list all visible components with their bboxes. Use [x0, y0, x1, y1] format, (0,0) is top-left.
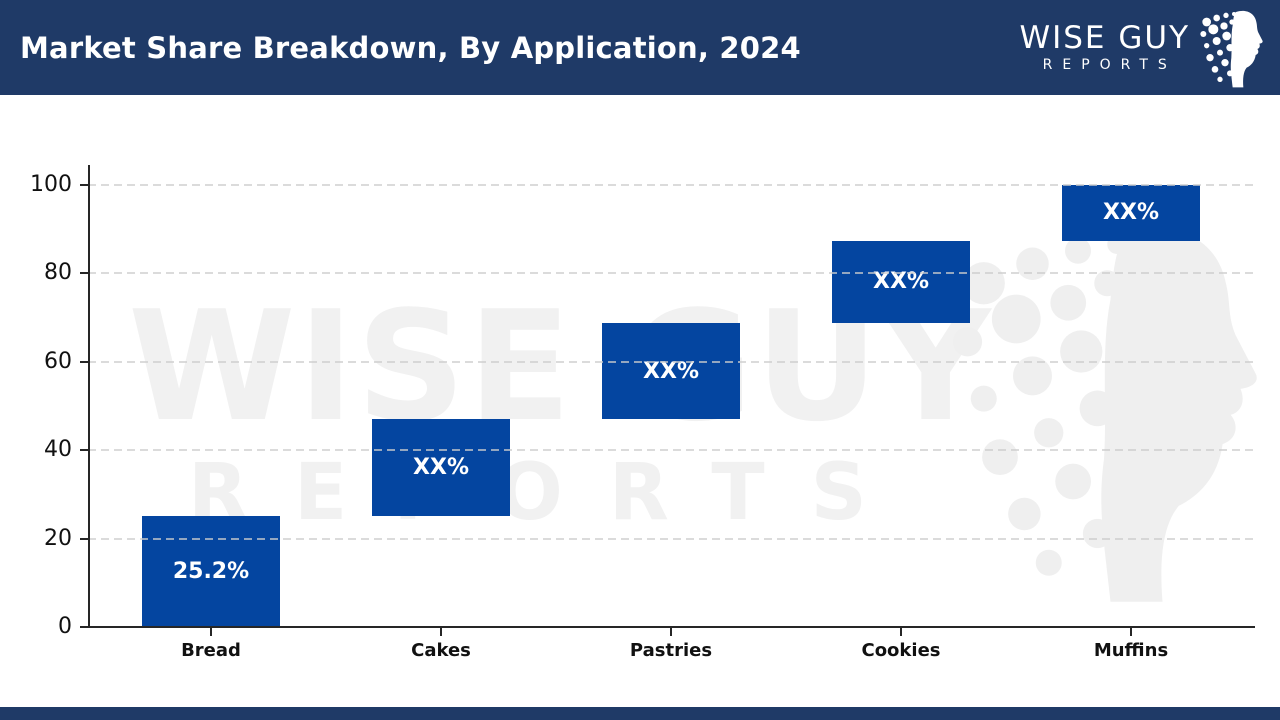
y-tick-mark — [80, 537, 88, 540]
bar-muffins: XX% — [1062, 185, 1200, 241]
category-label-cookies: Cookies — [861, 640, 941, 661]
gridline-20 — [88, 537, 1255, 540]
y-tick-mark — [80, 272, 88, 275]
logo-wordmark-block: WISE GUY REPORTS — [1019, 20, 1190, 73]
gridline-40 — [88, 449, 1255, 452]
category-label-pastries: Pastries — [629, 640, 713, 661]
gridline-60 — [88, 360, 1255, 363]
gridline-100 — [88, 184, 1255, 186]
header-bar: Market Share Breakdown, By Application, … — [0, 0, 1280, 95]
logo-wordmark: WISE GUY — [1019, 20, 1190, 56]
y-tick-label-60: 60 — [44, 348, 72, 374]
x-tick-mark — [670, 628, 672, 636]
y-tick-label-20: 20 — [44, 525, 72, 551]
x-tick-mark — [1130, 628, 1132, 636]
logo-head-icon — [1200, 10, 1263, 87]
x-tick-mark — [210, 628, 212, 636]
category-label-cakes: Cakes — [411, 640, 471, 661]
bar-pastries: XX% — [602, 322, 740, 420]
bar-value-label: XX% — [1103, 200, 1159, 226]
y-tick-mark — [80, 626, 88, 628]
y-tick-label-80: 80 — [44, 260, 72, 286]
bar-cakes: XX% — [372, 419, 510, 516]
brand-logo: WISE GUY REPORTS — [1019, 8, 1266, 88]
category-label-muffins: Muffins — [1093, 640, 1169, 661]
logo-subtext: REPORTS — [1042, 57, 1177, 73]
bar-value-label: XX% — [413, 454, 469, 480]
y-axis — [88, 165, 90, 628]
x-tick-mark — [900, 628, 902, 636]
bar-bread: 25.2% — [142, 515, 280, 627]
y-tick-label-0: 0 — [58, 614, 72, 639]
bar-cookies: XX% — [832, 240, 970, 323]
y-tick-label-100: 100 — [30, 172, 72, 197]
category-label-bread: Bread — [181, 640, 241, 661]
y-tick-mark — [80, 449, 88, 452]
y-tick-mark — [80, 184, 88, 186]
x-axis — [88, 626, 1255, 628]
report-title: Market Share Breakdown, By Application, … — [20, 30, 801, 65]
y-tick-mark — [80, 360, 88, 363]
footer-bar — [0, 707, 1280, 720]
bar-value-label: 25.2% — [172, 558, 250, 584]
y-tick-label-40: 40 — [44, 437, 72, 463]
x-tick-mark — [440, 628, 442, 636]
gridline-80 — [88, 272, 1255, 275]
